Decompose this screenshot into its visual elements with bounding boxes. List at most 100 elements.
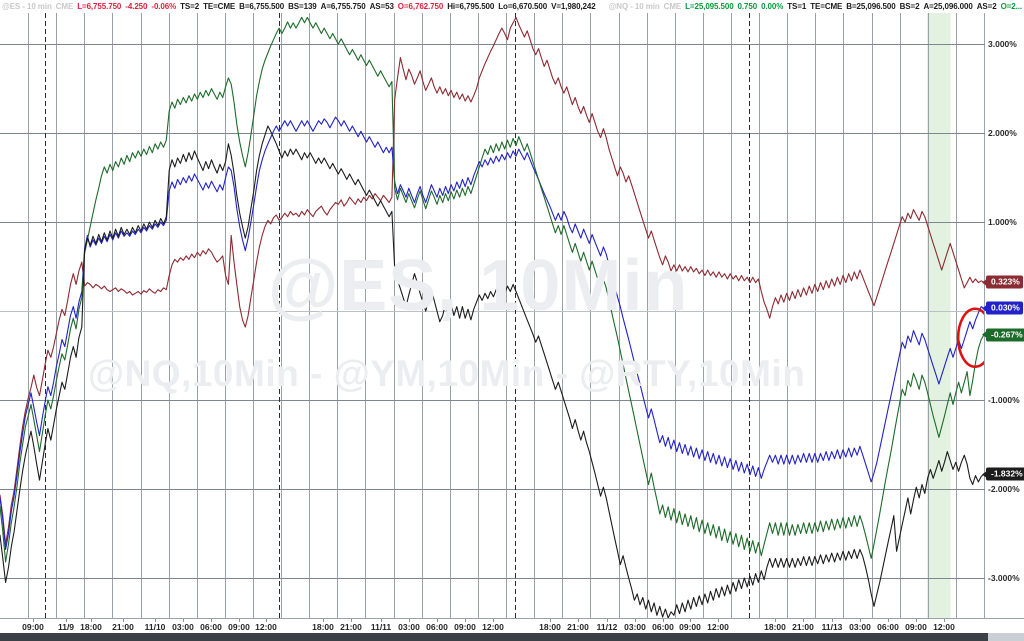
series-line [0,125,984,618]
series-line [0,116,984,551]
last-price-flag[interactable]: -0.267% [982,328,1024,342]
time-axis-tick-mark [239,619,240,622]
quote-field: B=6,755.500 [239,2,285,11]
time-axis-tick-label: 12:00 [255,622,277,632]
time-axis-tick-mark [607,619,608,622]
last-price-flag[interactable]: 0.323% [982,275,1023,289]
time-axis-tick-mark [550,619,551,622]
price-axis-tick-label: 1.000% [988,217,1017,228]
price-axis-tick-mark [980,489,985,490]
quote-symbol-label[interactable]: @NQ - 10 min [608,2,660,11]
price-axis-tick-label: 3.000% [988,39,1017,50]
time-axis-tick-label: 09:00 [905,622,927,632]
price-axis-tick-label: -1.000% [988,395,1020,406]
time-axis-tick-label: 12:00 [707,622,729,632]
quote-exchange-label: CME [663,2,682,11]
time-axis-tick-label: 11/10 [144,622,166,632]
time-axis[interactable]: 09:00 11/9 18:00 21:00 11/10 03:00 06:00 09:00 1… [0,618,1024,633]
last-price-flag-label: -1.832% [991,468,1023,479]
time-axis-tick-mark [832,619,833,622]
time-axis-tick-mark [66,619,67,622]
quote-field: TS=1 [787,2,807,11]
quote-field: AS=53 [369,2,394,11]
time-axis-tick-mark [775,619,776,622]
time-axis-tick-label: 11/12 [596,622,618,632]
price-axis-tick-mark [980,44,985,45]
time-axis-tick-label: 06:00 [426,622,448,632]
time-axis-tick-mark [803,619,804,622]
time-axis-tick-label: 03:00 [398,622,420,632]
time-axis-tick-mark [351,619,352,622]
series-line [0,16,984,563]
time-axis-tick-label: 12:00 [482,622,504,632]
time-axis-tick-label: 18:00 [312,622,334,632]
price-axis[interactable]: 3.000% 2.000% 1.000% -1.000% -2.000% -3.000% 0… [980,13,1024,618]
time-axis-tick-label: 18:00 [539,622,561,632]
time-axis-tick-label: 21:00 [112,622,134,632]
time-axis-tick-label: 09:00 [228,622,250,632]
time-axis-tick-mark [323,619,324,622]
last-price-flag[interactable]: 0.030% [982,301,1023,315]
quote-field: V=1,980,242 [551,2,596,11]
time-axis-tick-mark [33,619,34,622]
quote-field: O=2... [1000,2,1023,11]
time-axis-tick-mark [578,619,579,622]
chart-plot-area[interactable]: @ES, 10Min @NQ,10Min - @YM,10Min - @RTY,… [0,13,984,618]
time-axis-tick-label: 09:00 [22,622,44,632]
time-axis-tick-label: 21:00 [567,622,589,632]
price-axis-tick-mark [980,222,985,223]
time-axis-tick-label: 03:00 [172,622,194,632]
time-axis-tick-mark [888,619,889,622]
time-axis-tick-label: 11/13 [821,622,843,632]
quote-header-bar[interactable]: @ES - 10 min CME L=6,755.750 -4.250 -0.06% TS… [0,0,1024,13]
quote-field: BS=2 [899,2,920,11]
time-axis-tick-mark [465,619,466,622]
time-axis-tick-mark [266,619,267,622]
time-axis-tick-label: 21:00 [340,622,362,632]
time-axis-tick-mark [437,619,438,622]
time-axis-tick-mark [183,619,184,622]
quote-field: O=6,762.750 [397,2,444,11]
quote-field: -4.250 [125,2,148,11]
last-price-flag-label: 0.030% [991,302,1020,313]
price-axis-tick-label: -3.000% [988,572,1020,583]
quote-field: TS=2 [180,2,200,11]
price-axis-tick-mark [980,400,985,401]
quote-symbol-label[interactable]: @ES - 10 min [2,2,52,11]
quote-field: AS=2 [976,2,997,11]
time-axis-tick-mark [211,619,212,622]
quote-field: BS=139 [288,2,317,11]
time-axis-tick-label: 03:00 [624,622,646,632]
quote-field: Hi=6,795.500 [447,2,495,11]
time-axis-tick-label: 09:00 [454,622,476,632]
quote-field: B=25,096.500 [846,2,896,11]
time-axis-tick-label: 06:00 [200,622,222,632]
time-axis-tick-label: 11/9 [57,622,75,632]
quote-field: L=6,755.750 [77,2,122,11]
time-axis-tick-mark [409,619,410,622]
time-axis-tick-mark [718,619,719,622]
time-axis-tick-mark [155,619,156,622]
time-axis-tick-mark [944,619,945,622]
time-axis-tick-mark [493,619,494,622]
time-axis-tick-mark [663,619,664,622]
time-axis-tick-label: 09:00 [679,622,701,632]
horizontal-scrollbar[interactable] [0,633,1024,641]
time-axis-tick-mark [690,619,691,622]
time-axis-tick-label: 06:00 [652,622,674,632]
time-axis-tick-label: 03:00 [849,622,871,632]
last-price-flag-label: -0.267% [991,329,1023,340]
time-axis-tick-label: 18:00 [764,622,786,632]
price-axis-tick-mark [980,578,985,579]
time-axis-tick-label: 11/11 [370,622,392,632]
quote-field: L=25,095.500 [685,2,734,11]
time-axis-tick-mark [91,619,92,622]
last-price-flag[interactable]: -1.832% [982,467,1024,481]
time-axis-tick-mark [123,619,124,622]
time-axis-tick-mark [860,619,861,622]
time-axis-tick-label: 18:00 [80,622,102,632]
scrollbar-thumb[interactable] [0,633,989,641]
quote-field: 0.00% [761,2,784,11]
time-axis-tick-label: 12:00 [933,622,955,632]
